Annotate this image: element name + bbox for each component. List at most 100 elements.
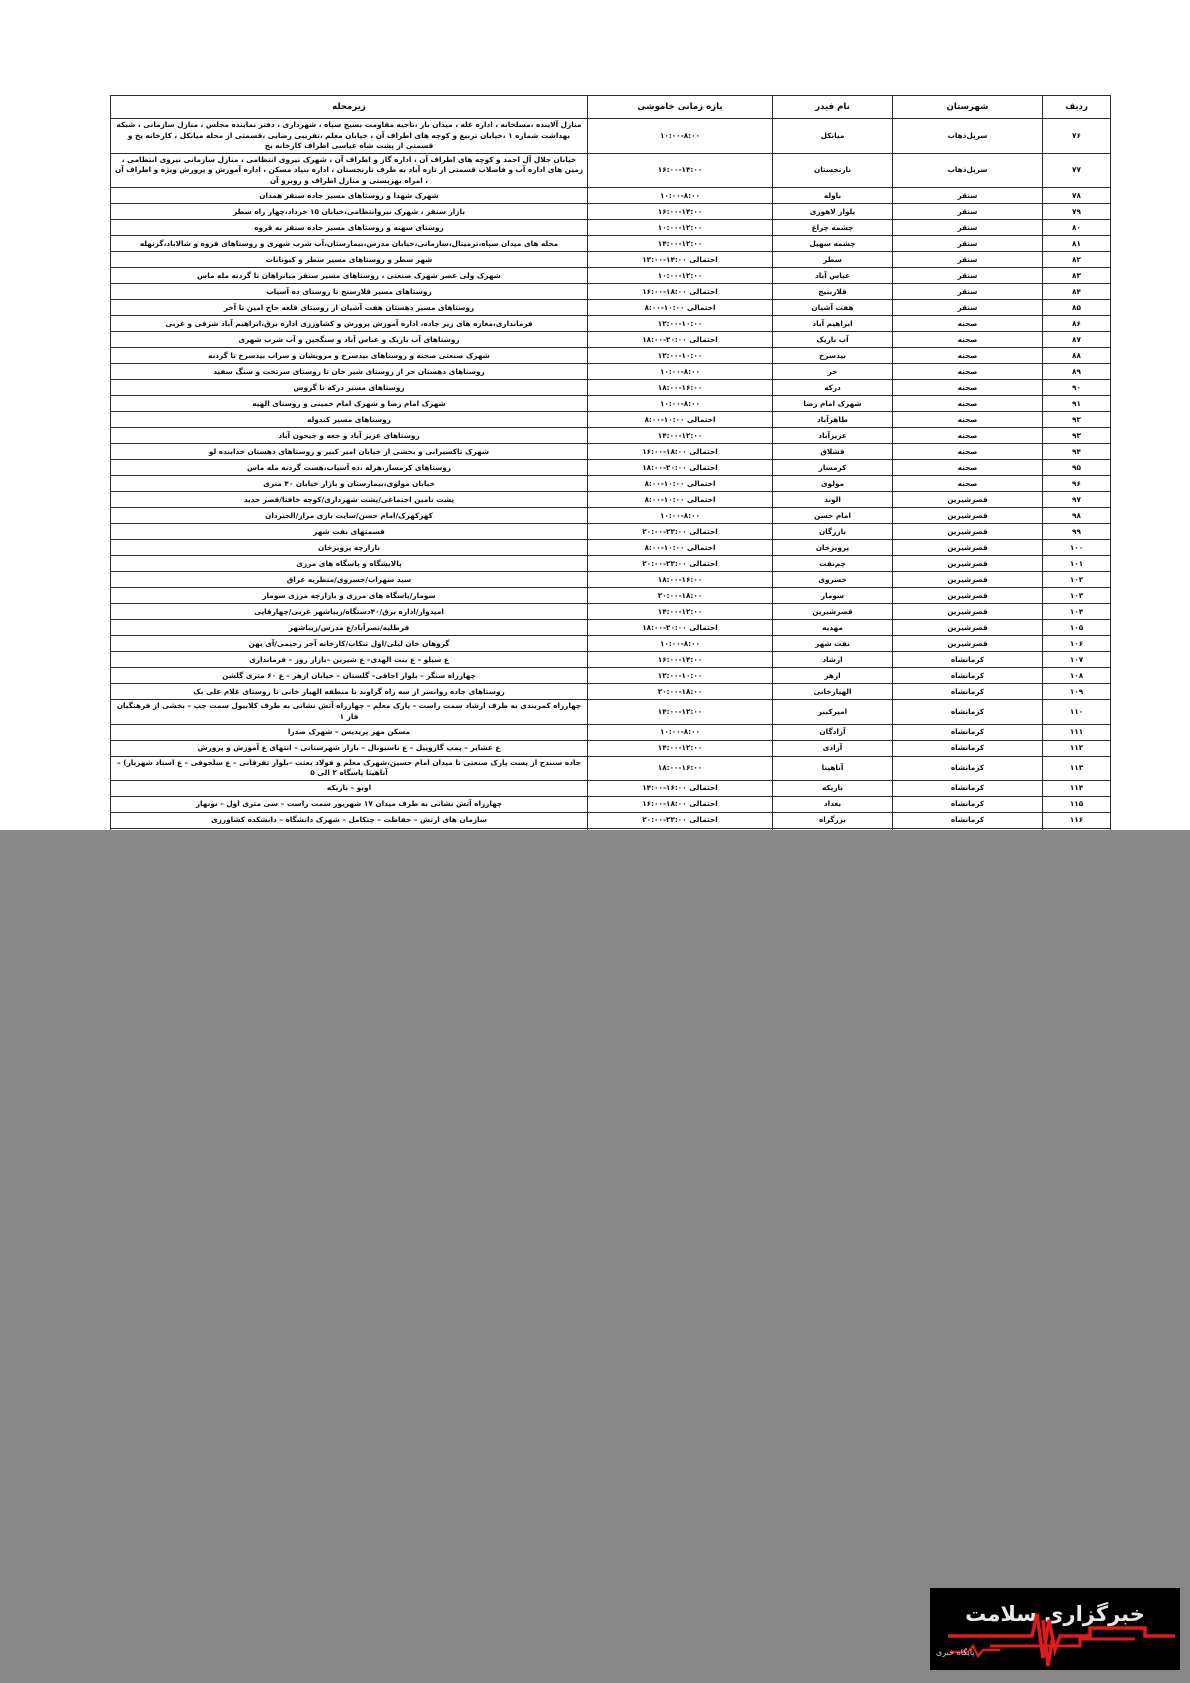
sub-district-cell: چهارراه کمربندی به طرف ارشاد سمت راست – … — [110, 699, 588, 725]
row-number-cell: ۸۹ — [1042, 363, 1111, 381]
city-cell: صحنه — [892, 427, 1043, 445]
feeder-name-cell: ازهر — [772, 667, 893, 685]
outage-time-cell: ۱۰:۰۰-۸:۰۰ — [587, 395, 773, 413]
city-cell: صحنه — [892, 363, 1043, 381]
city-cell: کرمانشاه — [892, 755, 1043, 781]
outage-time-cell: ۱۰:۰۰-۸:۰۰ — [587, 507, 773, 525]
city-cell: قصرشیرین — [892, 603, 1043, 621]
feeder-name-cell: پرویزخان — [772, 539, 893, 557]
outage-time-cell: احتمالی ۱۸:۰۰-۱۶:۰۰ — [587, 443, 773, 461]
outage-time-cell: احتمالی ۲۲:۰۰-۲۰:۰۰ — [587, 811, 773, 829]
column-header-city: شهرستان — [892, 95, 1043, 119]
city-cell: قصرشیرین — [892, 587, 1043, 605]
sub-district-cell: چهارراه سنگر – بلوار اجاقی– گلستان – خیا… — [110, 667, 588, 685]
city-cell: قصرشیرین — [892, 539, 1043, 557]
column-header-radif: ردیف — [1042, 95, 1111, 119]
outage-time-cell: احتمالی ۲۲:۰۰-۲۰:۰۰ — [587, 555, 773, 573]
sub-district-cell: روستاهای مسیر قلارسنج تا روستای ده آسیاب — [110, 283, 588, 301]
feeder-name-cell: امام حسن — [772, 507, 893, 525]
sub-district-cell: منازل آلاینده ،مسلخانه ، اداره غله ، مید… — [110, 118, 588, 154]
feeder-name-cell: طاهرآباد — [772, 411, 893, 429]
feeder-name-cell: آناهیتا — [772, 755, 893, 781]
city-cell: صحنه — [892, 347, 1043, 365]
feeder-name-cell: نارنجستان — [772, 152, 893, 189]
sub-district-cell: سید سهراب/خسروی/منظریه عراق — [110, 571, 588, 589]
sub-district-cell: سازمان های ارتش – حفاظت – چتکامل – شهرک … — [110, 811, 588, 829]
row-number-cell: ۸۳ — [1042, 267, 1111, 285]
feeder-name-cell: بیدسرخ — [772, 347, 893, 365]
feeder-name-cell: مهدیه — [772, 619, 893, 637]
outage-time-cell: ۲۰:۰۰-۱۸:۰۰ — [587, 587, 773, 605]
city-cell: صحنه — [892, 475, 1043, 493]
row-number-cell: ۸۵ — [1042, 299, 1111, 317]
feeder-name-cell: بغداد — [772, 795, 893, 813]
outage-time-cell: احتمالی ۲۰:۰۰-۱۸:۰۰ — [587, 331, 773, 349]
row-number-cell: ۱۰۰ — [1042, 539, 1111, 557]
sub-district-cell: مسکن مهر پریدیس – شهرک صدرا — [110, 723, 588, 741]
sub-district-cell: محله های میدان سپاه،ترمینال،سازمانی،خیاب… — [110, 235, 588, 253]
feeder-name-cell: چشمه سهیل — [772, 235, 893, 253]
row-number-cell: ۸۲ — [1042, 251, 1111, 269]
table-body: ۷۶ سرپل‌ذهاب میانکل ۱۰:۰۰-۸:۰۰ منازل آلاینده… — [110, 118, 1111, 941]
row-number-cell: ۱۱۶ — [1042, 811, 1111, 829]
sub-district-cell: فرمانداری،مغازه های زیر جاده، اداره آموز… — [110, 315, 588, 333]
logo-inner: خبرگزاری سلامت پایگاه خبری — [930, 1588, 1180, 1670]
table-row: ۱۱۴ کرمانشاه باریکه احتمالی ۱۶:۰۰-۱۴:۰۰ اوبو… — [110, 779, 1111, 797]
table-row: ۹۲ صحنه طاهرآباد احتمالی ۱۰:۰۰-۸:۰۰ روستاهای… — [110, 411, 1111, 429]
logo-script-text: خبرگزاری سلامت — [965, 1602, 1146, 1626]
table-row: ۱۱۰ کرمانشاه امیرکبیر ۱۴:۰۰-۱۲:۰۰ چهارراه کم… — [110, 699, 1111, 725]
outage-time-cell: ۲۰:۰۰-۱۸:۰۰ — [587, 683, 773, 701]
table-row: ۸۸ صحنه بیدسرخ ۱۲:۰۰-۱۰:۰۰ شهرک صنعتی صحنه و… — [110, 347, 1111, 365]
feeder-name-cell: باوله — [772, 187, 893, 205]
table-row: ۱۱۵ کرمانشاه بغداد احتمالی ۱۸:۰۰-۱۶:۰۰ چهارر… — [110, 795, 1111, 813]
outage-time-cell: ۱۰:۰۰-۱۲:۰۰ — [587, 267, 773, 285]
sub-district-cell: روستاهای دهستان حر از روستای شیر خان تا … — [110, 363, 588, 381]
heartbeat-pulse-icon — [948, 1613, 1175, 1667]
row-number-cell: ۸۱ — [1042, 235, 1111, 253]
row-number-cell: ۷۹ — [1042, 203, 1111, 221]
table-row: ۹۵ صحنه کرمسار احتمالی ۲۰:۰۰-۱۸:۰۰ روستاهای … — [110, 459, 1111, 477]
table-row: ۱۰۹ کرمانشاه الهیارخانی ۲۰:۰۰-۱۸:۰۰ روستاهای… — [110, 683, 1111, 701]
sub-district-cell: گروهان خان لیلی/اول تنکاب/کارخانه آجر رح… — [110, 635, 588, 653]
feeder-name-cell: ارشاد — [772, 651, 893, 669]
row-number-cell: ۸۷ — [1042, 331, 1111, 349]
sub-district-cell: پشت تامین اجتماعی/پشت شهرداری/کوچه خافنا… — [110, 491, 588, 509]
row-number-cell: ۱۱۱ — [1042, 723, 1111, 741]
city-cell: سنقر — [892, 251, 1043, 269]
outage-time-cell: ۱۸:۰۰-۱۶:۰۰ — [587, 571, 773, 589]
table-row: ۱۰۸ کرمانشاه ازهر ۱۲:۰۰-۱۰:۰۰ چهارراه سنگر –… — [110, 667, 1111, 685]
feeder-name-cell: نفت شهر — [772, 635, 893, 653]
row-number-cell: ۹۸ — [1042, 507, 1111, 525]
table-row: ۸۲ سنقر سطر احتمالی ۱۴:۰۰-۱۲:۰۰ شهر سطر و رو… — [110, 251, 1111, 269]
row-number-cell: ۱۰۴ — [1042, 603, 1111, 621]
outage-time-cell: احتمالی ۱۸:۰۰-۱۶:۰۰ — [587, 795, 773, 813]
city-cell: قصرشیرین — [892, 523, 1043, 541]
row-number-cell: ۱۱۳ — [1042, 755, 1111, 781]
table-row: ۷۸ سنقر باوله ۱۰:۰۰-۸:۰۰ شهرک شهدا و روستاها… — [110, 187, 1111, 205]
gray-overlay-mask — [0, 830, 1190, 1683]
table-row: ۹۷ قصرشیرین الوند احتمالی ۱۰:۰۰-۸:۰۰ پشت تام… — [110, 491, 1111, 509]
row-number-cell: ۹۳ — [1042, 427, 1111, 445]
sub-district-cell: شهرک صنعتی صحنه و روستاهای بیدسرخ و مروی… — [110, 347, 588, 365]
feeder-name-cell: میانکل — [772, 118, 893, 154]
outage-time-cell: احتمالی ۱۰:۰۰-۸:۰۰ — [587, 475, 773, 493]
row-number-cell: ۷۷ — [1042, 152, 1111, 189]
sub-district-cell: سومار/پاسگاه های مرزی و بازارچه مرزی سوم… — [110, 587, 588, 605]
row-number-cell: ۹۵ — [1042, 459, 1111, 477]
row-number-cell: ۸۶ — [1042, 315, 1111, 333]
outage-time-cell: احتمالی ۱۶:۰۰-۱۴:۰۰ — [587, 779, 773, 797]
city-cell: صحنه — [892, 459, 1043, 477]
feeder-name-cell: مولوی — [772, 475, 893, 493]
city-cell: سنقر — [892, 219, 1043, 237]
city-cell: سنقر — [892, 203, 1043, 221]
table-row: ۱۰۲ قصرشیرین خسروی ۱۸:۰۰-۱۶:۰۰ سید سهراب/خسر… — [110, 571, 1111, 589]
outage-time-cell: ۱۰:۰۰-۸:۰۰ — [587, 187, 773, 205]
row-number-cell: ۱۰۲ — [1042, 571, 1111, 589]
sub-district-cell: روستاهای مسیر کندوله — [110, 411, 588, 429]
table-row: ۹۱ صحنه شهرک امام رضا ۱۰:۰۰-۸:۰۰ شهرک امام ر… — [110, 395, 1111, 413]
city-cell: قصرشیرین — [892, 491, 1043, 509]
city-cell: قصرشیرین — [892, 619, 1043, 637]
feeder-name-cell: امیرکبیر — [772, 699, 893, 725]
city-cell: صحنه — [892, 331, 1043, 349]
sub-district-cell: شهرک تاکسیرانی و بخشی از خیابان امیر کبی… — [110, 443, 588, 461]
